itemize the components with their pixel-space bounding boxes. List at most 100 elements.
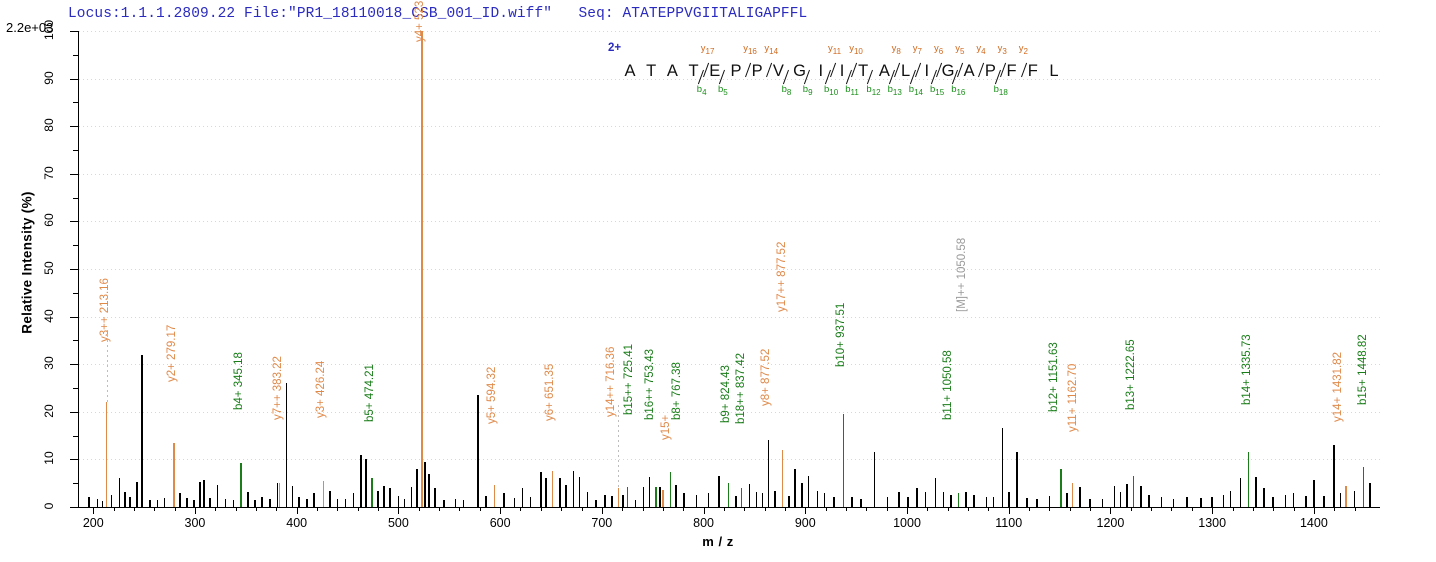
x-axis-tick-label: 1300 — [1198, 516, 1227, 530]
y-axis-minor-tick — [73, 340, 78, 342]
spectrum-peak — [291, 486, 294, 507]
spectrum-peak — [1185, 497, 1188, 507]
spectrum-peak — [410, 487, 413, 507]
spectrum-peak — [604, 494, 606, 507]
spectrum-peak — [748, 484, 751, 507]
x-axis-minor-tick — [988, 507, 990, 511]
grid-line — [79, 269, 1380, 270]
x-axis-minor-tick — [1293, 507, 1295, 511]
grid-line — [79, 173, 1380, 175]
b-ion-label: b5 — [718, 84, 728, 97]
spectrum-peak — [916, 487, 918, 507]
grid-line — [79, 221, 1380, 223]
peak-label: b10+ 937.51 — [835, 302, 848, 367]
x-axis-minor-tick — [154, 507, 156, 511]
b-ion-peak — [371, 478, 373, 507]
y-axis-minor-tick — [73, 292, 78, 294]
sequence-residue: P — [751, 62, 763, 80]
spectrum-peak — [1369, 483, 1371, 507]
x-axis-minor-tick — [1191, 507, 1193, 511]
spectrum-peak — [801, 483, 804, 507]
spectrum-peak — [1119, 491, 1122, 507]
peak-label: b13+ 1222.65 — [1125, 339, 1138, 410]
sequence-residue: E — [709, 62, 721, 80]
spectrum-peak — [1048, 495, 1051, 507]
x-axis-minor-tick — [459, 507, 461, 511]
x-axis-minor-tick — [317, 507, 319, 511]
x-axis-minor-tick — [622, 507, 624, 511]
spectrum-peak — [521, 487, 524, 507]
spectrum-peak — [992, 496, 995, 507]
spectrum-peak — [1255, 476, 1257, 507]
x-axis-tick — [1313, 507, 1315, 514]
intensity-scale-label: 2.2e+03 — [6, 20, 54, 35]
spectrum-peak — [1222, 494, 1225, 507]
b-ion-label: b8 — [781, 84, 792, 97]
x-axis-tick — [1110, 507, 1112, 514]
b-ion-peak — [655, 487, 657, 507]
x-axis-minor-tick — [764, 507, 766, 511]
y-axis-tick-label: 70 — [42, 166, 56, 180]
peak-label: y17++ 877.52 — [776, 241, 789, 312]
x-axis-minor-tick — [113, 507, 115, 511]
b-ion-label: b14 — [908, 84, 923, 97]
x-axis-tick-label: 1000 — [893, 516, 921, 530]
y-ion-label: y7 — [912, 43, 922, 56]
spectrum-peak — [648, 477, 651, 507]
spectrum-peak — [860, 499, 863, 507]
grid-line — [79, 126, 1380, 128]
x-axis-tick-label: 300 — [184, 516, 206, 530]
y-ion-label: y3 — [997, 43, 1007, 56]
y-axis-minor-tick — [73, 197, 78, 199]
b-ion-label: b4 — [696, 84, 707, 97]
y-ion-label: y5 — [955, 43, 965, 56]
y-axis-minor-tick — [73, 483, 78, 485]
peak-label: y7++ 383.22 — [271, 356, 284, 420]
spectrum-peak — [141, 354, 143, 507]
spectrum-peak — [565, 485, 568, 507]
y-ion-peak — [551, 470, 554, 507]
y-axis-tick — [70, 507, 78, 508]
spectrum-peak — [1200, 498, 1202, 507]
x-axis-minor-tick — [1090, 507, 1092, 511]
spectrum-peak — [403, 499, 406, 507]
b-ion-label: b18 — [993, 84, 1008, 97]
sequence-residue: F — [1027, 62, 1038, 80]
spectrum-peak — [163, 498, 166, 507]
peak-label: y3++ 213.16 — [98, 278, 111, 342]
b-ion-label: b13 — [887, 84, 902, 97]
sequence-residue: G — [941, 62, 955, 80]
spectrum-peak — [1148, 494, 1150, 507]
peak-label: y11+ 1162.70 — [1066, 363, 1079, 432]
peak-label: y14+ 1431.82 — [1332, 351, 1345, 422]
b-ion-label: b12 — [866, 84, 881, 97]
x-axis-minor-tick — [1171, 507, 1173, 511]
x-axis-minor-tick — [968, 507, 970, 511]
spectrum-peak — [415, 468, 418, 507]
x-axis-minor-tick — [845, 507, 847, 511]
spectrum-peak — [269, 499, 272, 507]
spectrum-peak — [578, 477, 581, 507]
spectrum-peak — [261, 497, 263, 507]
spectrum-peak — [389, 487, 392, 507]
spectrum-peak — [1172, 499, 1175, 507]
spectrum-peak — [88, 497, 90, 507]
spectrum-peak — [851, 496, 853, 507]
sequence-residue: A — [666, 62, 678, 80]
y-axis-tick — [70, 221, 78, 223]
peak-label: b5+ 474.21 — [364, 364, 377, 422]
spectrum-peak — [773, 490, 776, 507]
spectrum-peak — [942, 491, 945, 507]
spectrum-peak — [136, 482, 138, 507]
y-ion-peak — [105, 402, 108, 507]
b-ion-peak — [1362, 466, 1365, 507]
b-ion-peak — [842, 414, 845, 507]
spectrum-peak — [788, 495, 790, 507]
spectrum-peak — [1065, 492, 1068, 507]
spectrum-peak — [377, 490, 379, 507]
spectrum-peak — [443, 500, 445, 507]
spectrum-peak — [276, 483, 279, 507]
spectrum-peak — [886, 497, 889, 507]
spectrum-peak — [540, 471, 542, 507]
spectrum-peak — [485, 495, 487, 507]
